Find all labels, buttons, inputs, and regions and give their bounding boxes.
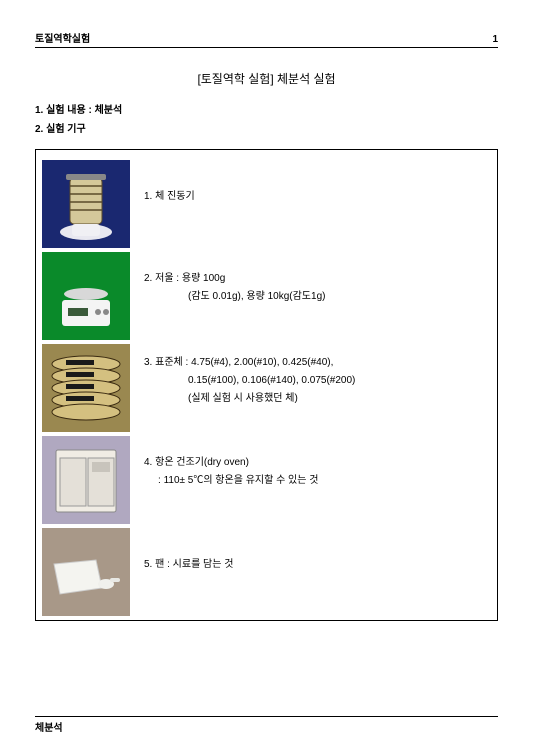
equipment-row: 2. 저울 : 용량 100g (감도 0.01g), 용량 10kg(감도1g… [42, 252, 491, 340]
equipment-number: 1. [144, 191, 152, 202]
header-left: 토질역학실험 [35, 30, 90, 45]
equipment-detail: (감도 0.01g), 용량 10kg(감도1g) [144, 288, 325, 306]
equipment-spec: 용량 100g [182, 273, 225, 284]
equipment-detail: : 110± 5℃의 항온을 유지할 수 있는 것 [144, 472, 318, 490]
document-title: [토질역학 실험] 체분석 실험 [35, 70, 498, 87]
equipment-detail: 0.15(#100), 0.106(#140), 0.075(#200) [144, 372, 355, 390]
equipment-name: 표준체 : [155, 357, 188, 368]
page-header: 토질역학실험 1 [35, 30, 498, 48]
equipment-row: 1. 체 진동기 [42, 160, 491, 248]
equipment-row: 3. 표준체 : 4.75(#4), 2.00(#10), 0.425(#40)… [42, 344, 491, 432]
equipment-image-sieve-stack [42, 344, 130, 432]
equipment-number: 5. [144, 559, 152, 570]
equipment-detail2: (실제 실험 시 사용했던 체) [144, 390, 355, 408]
equipment-row: 5. 팬 : 시료를 담는 것 [42, 528, 491, 616]
page-footer: 체분석 [35, 716, 498, 734]
equipment-number: 3. [144, 357, 152, 368]
equipment-number: 4. [144, 457, 152, 468]
equipment-image-pan [42, 528, 130, 616]
equipment-list-box: 1. 체 진동기 2. 저울 : 용량 100g (감도 0.01g), 용량 … [35, 149, 498, 621]
equipment-number: 2. [144, 273, 152, 284]
equipment-image-scale [42, 252, 130, 340]
equipment-name: 체 진동기 [155, 191, 195, 202]
equipment-text: 4. 항온 건조기(dry oven) : 110± 5℃의 항온을 유지할 수… [144, 436, 318, 490]
equipment-text: 3. 표준체 : 4.75(#4), 2.00(#10), 0.425(#40)… [144, 344, 355, 408]
equipment-name: 저울 : [155, 273, 179, 284]
equipment-name: 팬 : [155, 559, 170, 570]
equipment-text: 2. 저울 : 용량 100g (감도 0.01g), 용량 10kg(감도1g… [144, 252, 325, 306]
equipment-row: 4. 항온 건조기(dry oven) : 110± 5℃의 항온을 유지할 수… [42, 436, 491, 524]
section-equipment-heading: 2. 실험 기구 [35, 120, 498, 135]
footer-text: 체분석 [35, 723, 63, 734]
equipment-spec: 4.75(#4), 2.00(#10), 0.425(#40), [191, 357, 333, 368]
equipment-spec: 시료를 담는 것 [173, 559, 234, 570]
equipment-text: 1. 체 진동기 [144, 160, 195, 206]
equipment-image-sieve-shaker [42, 160, 130, 248]
detail-body: 110± 5℃의 항온을 유지할 수 있는 것 [164, 475, 319, 486]
equipment-image-dry-oven [42, 436, 130, 524]
header-page-number: 1 [492, 34, 498, 45]
section-content-heading: 1. 실험 내용 : 체분석 [35, 101, 498, 116]
equipment-text: 5. 팬 : 시료를 담는 것 [144, 528, 233, 574]
equipment-name: 항온 건조기(dry oven) [155, 457, 249, 468]
